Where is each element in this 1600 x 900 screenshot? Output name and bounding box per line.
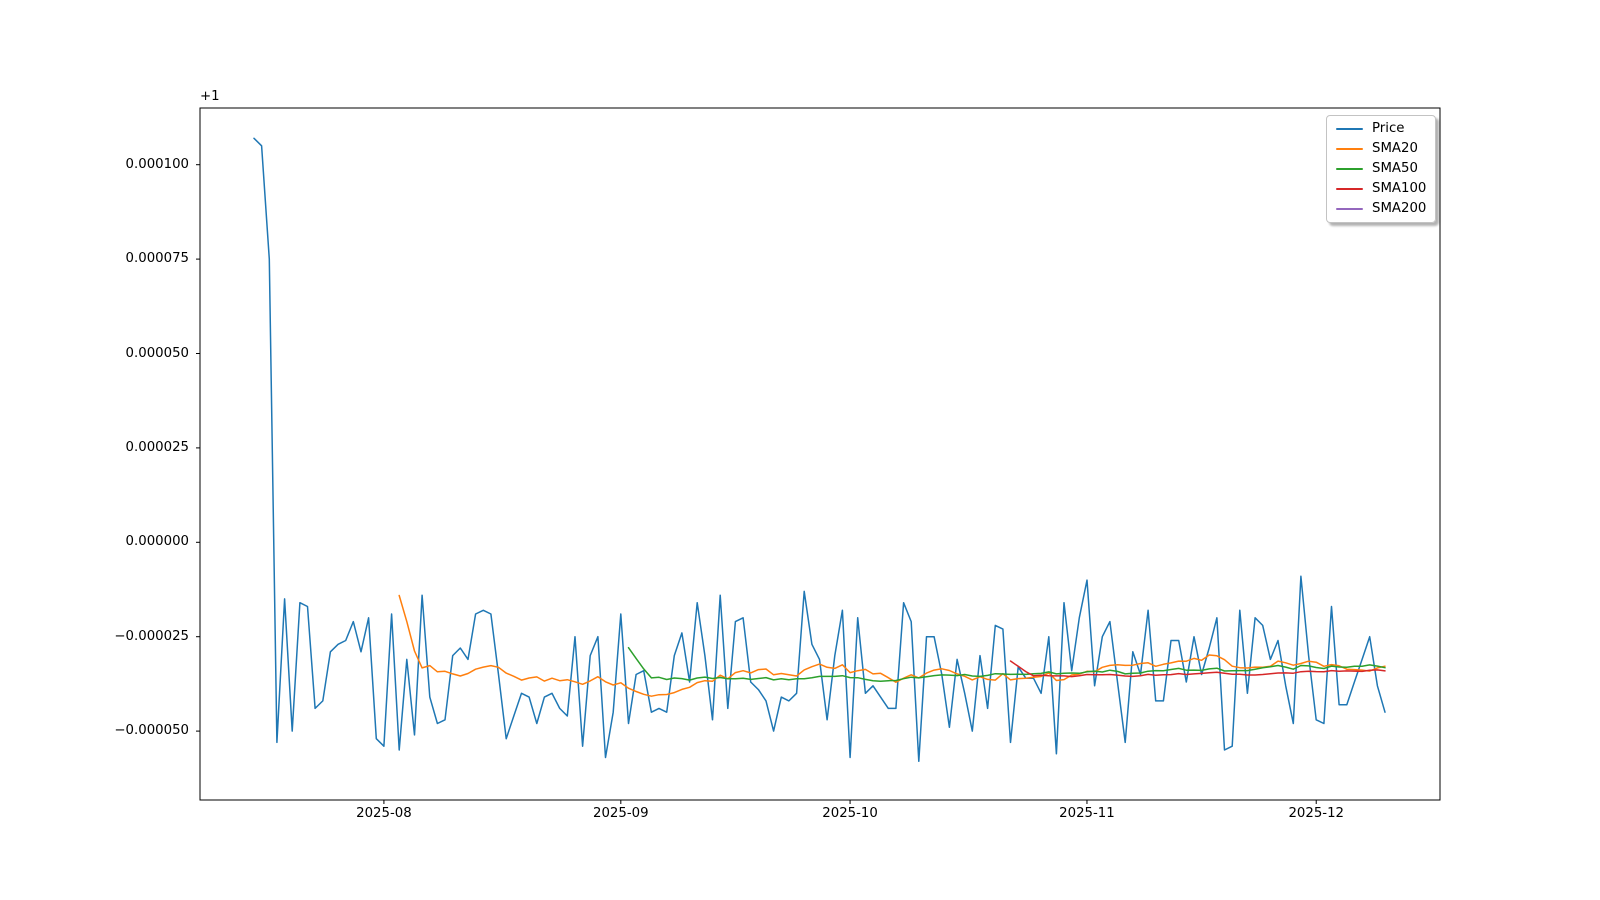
legend-item-sma20: SMA20	[1327, 139, 1435, 159]
y-tick-label-1: 0.000075	[125, 251, 189, 267]
x-tick-label-1: 2025-09	[593, 806, 649, 821]
y-axis-offset-label: +1	[200, 89, 220, 104]
x-tick-label-2: 2025-10	[822, 806, 878, 821]
legend-swatch	[1336, 188, 1363, 190]
legend-label: SMA100	[1372, 181, 1427, 196]
legend-label: Price	[1372, 121, 1405, 136]
legend-label: SMA20	[1372, 141, 1418, 156]
legend-swatch	[1336, 128, 1363, 130]
y-tick-label-4: 0.000000	[125, 534, 189, 550]
legend-swatch	[1336, 148, 1363, 150]
legend-item-price: Price	[1327, 119, 1435, 139]
y-tick-label-0: 0.000100	[125, 156, 189, 172]
x-tick-label-0: 2025-08	[356, 806, 412, 821]
y-tick-label-3: 0.000025	[125, 439, 189, 455]
y-tick-label-5: −0.000025	[114, 628, 189, 644]
x-tick-label-3: 2025-11	[1059, 806, 1115, 821]
legend-label: SMA50	[1372, 161, 1418, 176]
legend: Price SMA20 SMA50 SMA100 SMA200	[1326, 115, 1436, 223]
legend-label: SMA200	[1372, 201, 1427, 216]
x-tick-label-4: 2025-12	[1288, 806, 1344, 821]
y-tick-label-6: −0.000050	[114, 723, 189, 739]
legend-item-sma100: SMA100	[1327, 179, 1435, 199]
legend-swatch	[1336, 168, 1363, 170]
legend-item-sma50: SMA50	[1327, 159, 1435, 179]
legend-swatch	[1336, 208, 1363, 210]
y-tick-label-2: 0.000050	[125, 345, 189, 361]
legend-item-sma200: SMA200	[1327, 199, 1435, 219]
